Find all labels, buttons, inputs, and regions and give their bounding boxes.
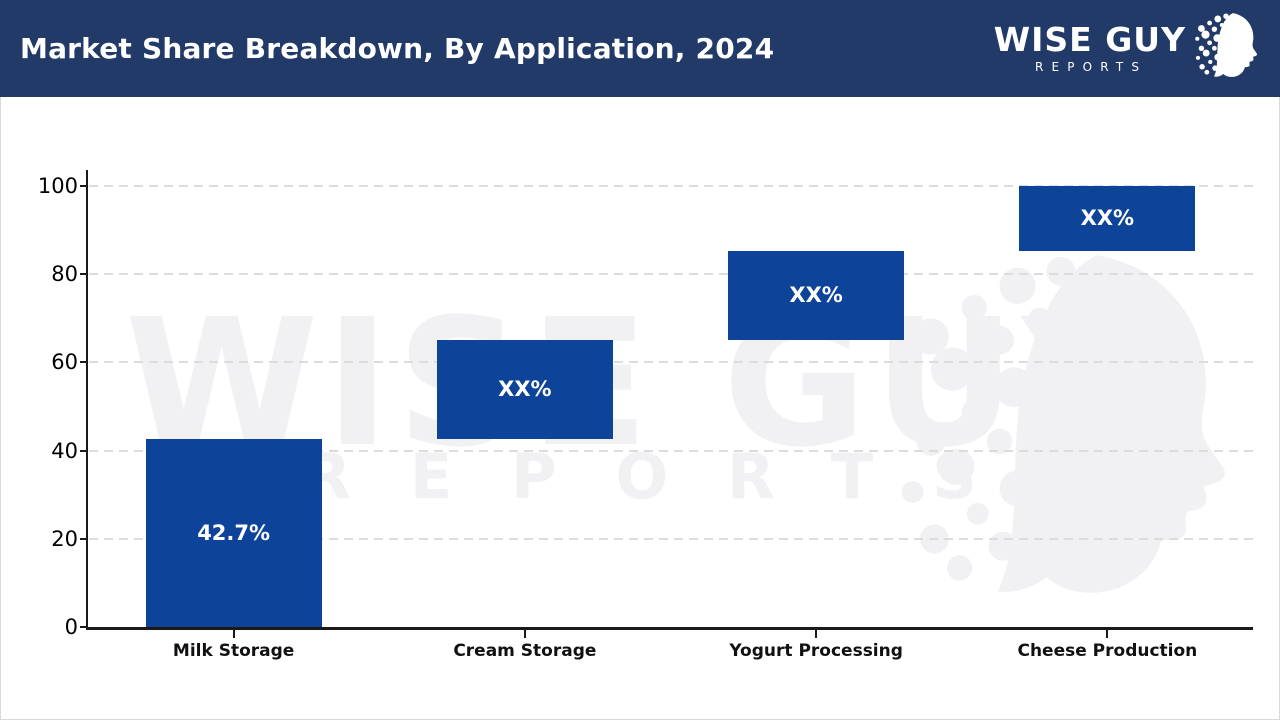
logo-wordmark-bottom: REPORTS — [1034, 60, 1148, 74]
bar-value-label: XX% — [789, 283, 843, 308]
y-axis-tick-label: 20 — [51, 526, 78, 551]
y-axis-tick-label: 40 — [51, 438, 78, 463]
gridline — [89, 361, 1253, 364]
page-title: Market Share Breakdown, By Application, … — [20, 32, 775, 65]
y-axis-tick-mark — [80, 537, 88, 540]
header-bar: Market Share Breakdown, By Application, … — [0, 0, 1280, 97]
y-axis-tick-mark — [80, 273, 88, 276]
gridline — [89, 273, 1253, 276]
gridline — [89, 185, 1253, 187]
gridline — [89, 537, 1253, 540]
logo-wordmark-top: WISE GUY — [993, 20, 1186, 59]
y-axis-tick-mark — [80, 361, 88, 364]
wiseguy-logo: WISE GUY REPORTS — [994, 8, 1262, 90]
y-axis-tick-mark — [80, 449, 88, 452]
x-axis-tick-mark — [523, 630, 526, 638]
y-axis-tick-label: 60 — [51, 350, 78, 375]
x-axis-category-label: Milk Storage — [172, 641, 295, 661]
bar-value-label: XX% — [1080, 206, 1135, 231]
y-axis-tick-label: 100 — [37, 174, 78, 198]
bar-value-label: 42.7% — [197, 520, 271, 545]
x-axis-tick-mark — [232, 630, 235, 638]
y-axis-tick-mark — [80, 626, 88, 628]
bar-value-label: XX% — [498, 377, 552, 402]
logo-wordmark: WISE GUY REPORTS — [994, 23, 1186, 74]
gridline — [89, 449, 1253, 452]
y-axis-tick-label: 0 — [64, 615, 78, 639]
y-axis-tick-label: 80 — [51, 262, 78, 287]
x-axis-tick-mark — [1106, 630, 1109, 638]
bar-yogurt-processing: XX% — [728, 250, 905, 340]
y-axis-tick-mark — [80, 185, 88, 187]
y-axis-line — [86, 170, 88, 630]
x-axis-category-label: Yogurt Processing — [729, 641, 903, 661]
x-axis-category-label: Cream Storage — [453, 641, 597, 661]
x-axis-line — [86, 627, 1253, 630]
x-axis-category-label: Cheese Production — [1017, 641, 1198, 661]
bar-cheese-production: XX% — [1019, 186, 1196, 251]
bar-milk-storage: 42.7% — [145, 438, 322, 627]
x-axis-tick-mark — [815, 630, 818, 638]
bar-cream-storage: XX% — [436, 339, 613, 439]
logo-head-icon — [1190, 8, 1262, 90]
